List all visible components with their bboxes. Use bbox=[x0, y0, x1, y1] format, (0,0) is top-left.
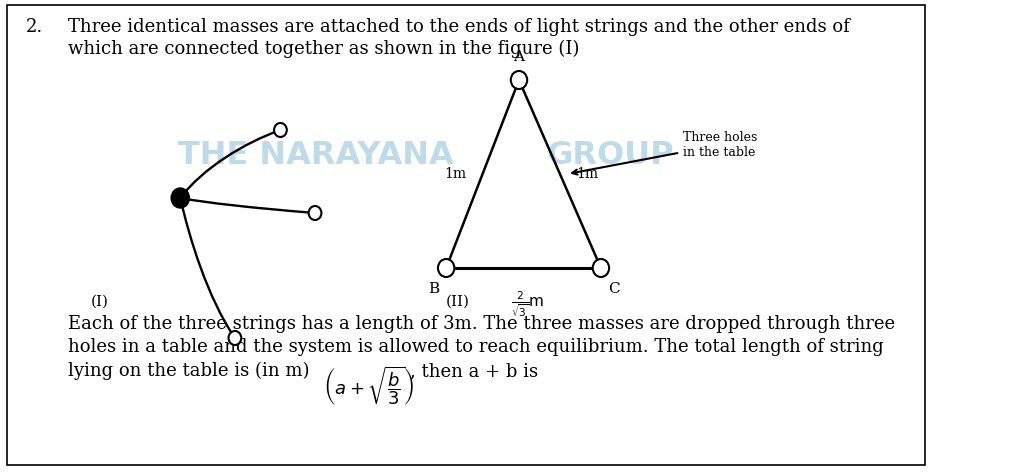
Circle shape bbox=[228, 331, 242, 345]
Text: GROUP: GROUP bbox=[546, 140, 674, 170]
Text: C: C bbox=[608, 282, 620, 296]
Text: 2.: 2. bbox=[26, 18, 43, 36]
Circle shape bbox=[171, 188, 189, 208]
Text: $\left(a+\sqrt{\dfrac{b}{3}}\right)$: $\left(a+\sqrt{\dfrac{b}{3}}\right)$ bbox=[324, 364, 414, 407]
Text: which are connected together as shown in the figure (I): which are connected together as shown in… bbox=[69, 40, 580, 58]
Text: Three identical masses are attached to the ends of light strings and the other e: Three identical masses are attached to t… bbox=[69, 18, 850, 36]
Text: $\frac{2}{\sqrt{3}}$m: $\frac{2}{\sqrt{3}}$m bbox=[511, 290, 545, 319]
Text: Each of the three strings has a length of 3m. The three masses are dropped throu: Each of the three strings has a length o… bbox=[69, 315, 895, 333]
Text: Three holes
in the table: Three holes in the table bbox=[572, 131, 758, 175]
Text: 1m: 1m bbox=[577, 167, 598, 181]
Circle shape bbox=[593, 259, 609, 277]
Text: (I): (I) bbox=[91, 295, 109, 309]
Text: lying on the table is (in m): lying on the table is (in m) bbox=[69, 362, 310, 380]
Text: (II): (II) bbox=[446, 295, 470, 309]
Circle shape bbox=[511, 71, 527, 89]
Circle shape bbox=[308, 206, 322, 220]
Text: holes in a table and the system is allowed to reach equilibrium. The total lengt: holes in a table and the system is allow… bbox=[69, 338, 884, 356]
Circle shape bbox=[438, 259, 455, 277]
Text: THE NARAYANA: THE NARAYANA bbox=[177, 140, 454, 170]
Text: 1m: 1m bbox=[444, 167, 466, 181]
Text: B: B bbox=[428, 282, 439, 296]
Text: A: A bbox=[513, 50, 524, 64]
Text: , then a + b is: , then a + b is bbox=[410, 362, 538, 380]
Circle shape bbox=[274, 123, 287, 137]
